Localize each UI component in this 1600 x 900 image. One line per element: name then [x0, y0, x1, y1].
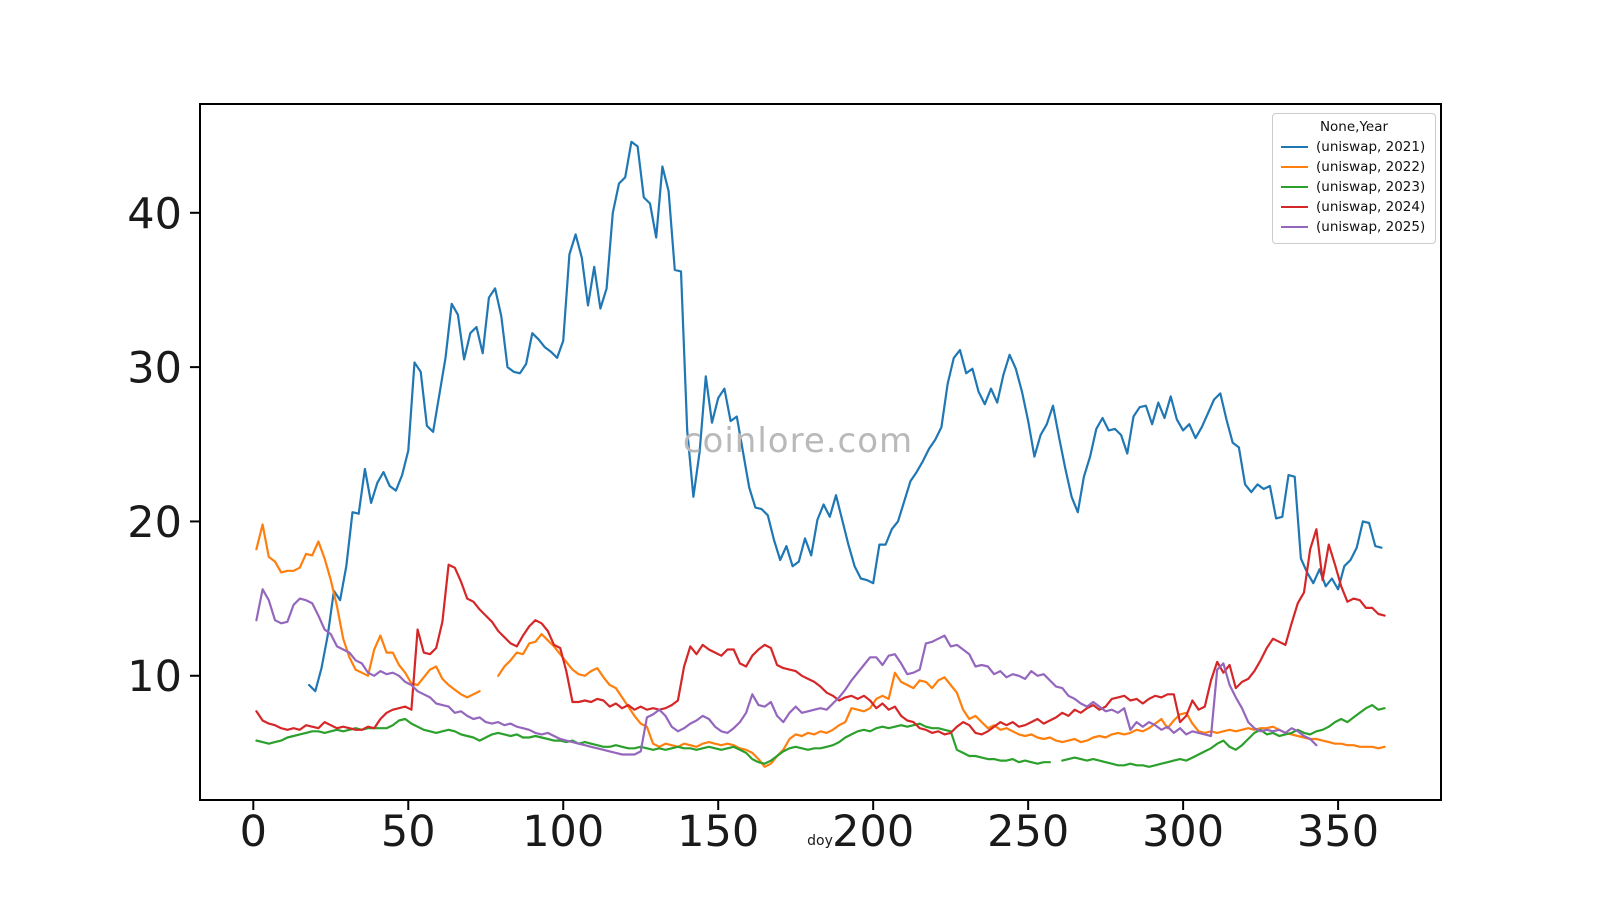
x-tick-label: 0 — [240, 807, 267, 857]
legend-line-swatch — [1281, 206, 1308, 208]
x-tick-label: 300 — [1142, 807, 1224, 857]
legend-entry-label: (uniswap, 2024) — [1316, 199, 1426, 215]
y-tick-label: 10 — [127, 652, 182, 702]
line-series-2023 — [255, 704, 1386, 768]
legend-entry-2025: (uniswap, 2025) — [1281, 217, 1427, 237]
watermark: coinlore.com — [682, 421, 914, 461]
legend-title: None,Year — [1319, 119, 1389, 135]
legend-entry-label: (uniswap, 2023) — [1316, 179, 1426, 195]
legend-entry-2021: (uniswap, 2021) — [1281, 137, 1427, 157]
y-tick-label: 40 — [127, 189, 182, 239]
legend-entry-label: (uniswap, 2022) — [1316, 159, 1426, 175]
line-series-2024 — [255, 528, 1386, 736]
x-axis-title: doy — [807, 833, 833, 849]
line-series-2025 — [255, 588, 1318, 756]
x-tick-label: 100 — [522, 807, 604, 857]
legend-entry-2024: (uniswap, 2024) — [1281, 197, 1427, 217]
x-tick-label: 50 — [381, 807, 436, 857]
legend-entry-label: (uniswap, 2021) — [1316, 139, 1426, 155]
legend-entry-2023: (uniswap, 2023) — [1281, 177, 1427, 197]
axes-layer: 0 50 100 150 200 250 300 350 10 20 30 40 — [127, 103, 1442, 857]
plot-border — [199, 103, 1442, 801]
y-tick-label: 30 — [127, 344, 182, 394]
x-tick-label: 250 — [987, 807, 1069, 857]
x-tick-label: 350 — [1297, 807, 1379, 857]
legend-line-swatch — [1281, 226, 1308, 228]
x-tick-label: 150 — [677, 807, 759, 857]
legend-line-swatch — [1281, 146, 1308, 148]
legend-entry-2022: (uniswap, 2022) — [1281, 157, 1427, 177]
legend-rows: (uniswap, 2021) (uniswap, 2022) (uniswap, … — [1281, 137, 1427, 237]
line-series-2021 — [308, 140, 1383, 693]
x-tick-label: 200 — [832, 807, 914, 857]
legend-entry-label: (uniswap, 2025) — [1316, 219, 1426, 235]
legend-box: None,Year (uniswap, 2021) (uniswap, 2022)… — [1272, 113, 1436, 244]
y-tick-label: 20 — [127, 498, 182, 548]
legend-line-swatch — [1281, 166, 1308, 168]
series-lines — [255, 140, 1386, 768]
legend-line-swatch — [1281, 186, 1308, 188]
